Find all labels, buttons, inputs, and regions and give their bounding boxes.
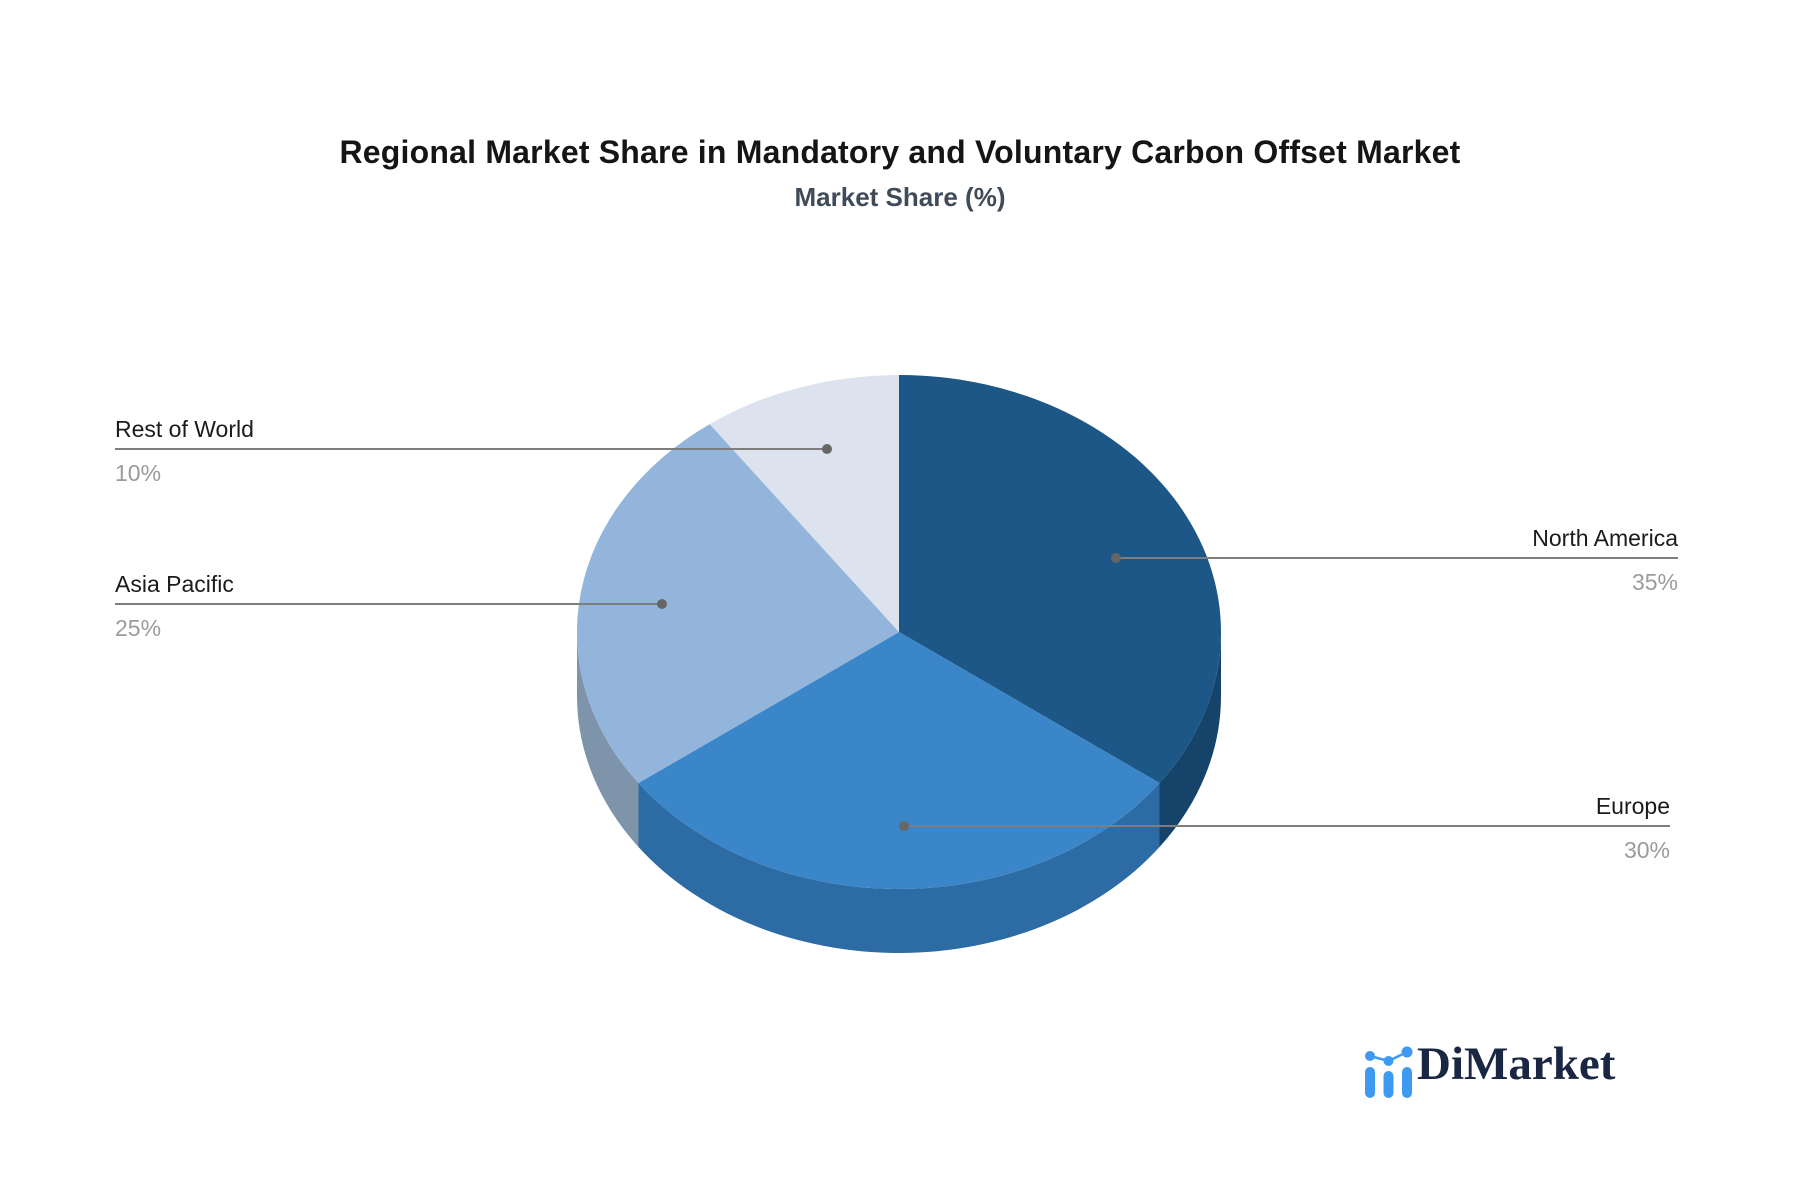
pie-slice-side-north-america bbox=[1159, 632, 1221, 848]
slice-percent-europe: 30% bbox=[1623, 837, 1670, 863]
slice-label-north-america: North America bbox=[1532, 525, 1678, 551]
slice-label-europe: Europe bbox=[1595, 793, 1670, 819]
pie-slice-side-asia-pacific bbox=[577, 632, 639, 848]
logo: DiMarket bbox=[1363, 1038, 1663, 1110]
bar-line-chart-icon bbox=[1365, 1046, 1413, 1098]
leader-dot-north-america bbox=[1111, 553, 1121, 563]
pie-slice-north-america bbox=[899, 375, 1221, 784]
slice-label-asia-pacific: Asia Pacific bbox=[115, 571, 234, 597]
slice-label-rest-of-world: Rest of World bbox=[115, 416, 254, 442]
slice-percent-asia-pacific: 25% bbox=[115, 615, 162, 641]
logo-text: DiMarket bbox=[1417, 1038, 1616, 1090]
pie-slice-europe bbox=[638, 632, 1160, 889]
leader-dot-asia-pacific bbox=[657, 599, 667, 609]
leader-dot-rest-of-world bbox=[822, 444, 832, 454]
chart-subtitle: Market Share (%) bbox=[794, 182, 1006, 212]
leader-dot-europe bbox=[899, 821, 909, 831]
pie-slice-rest-of-world bbox=[709, 375, 899, 632]
slice-percent-rest-of-world: 10% bbox=[115, 460, 162, 486]
slice-percent-north-america: 35% bbox=[1631, 569, 1678, 595]
pie-slice-side-europe bbox=[638, 783, 1160, 953]
chart-title: Regional Market Share in Mandatory and V… bbox=[339, 134, 1461, 170]
pie-slice-asia-pacific bbox=[577, 424, 899, 784]
